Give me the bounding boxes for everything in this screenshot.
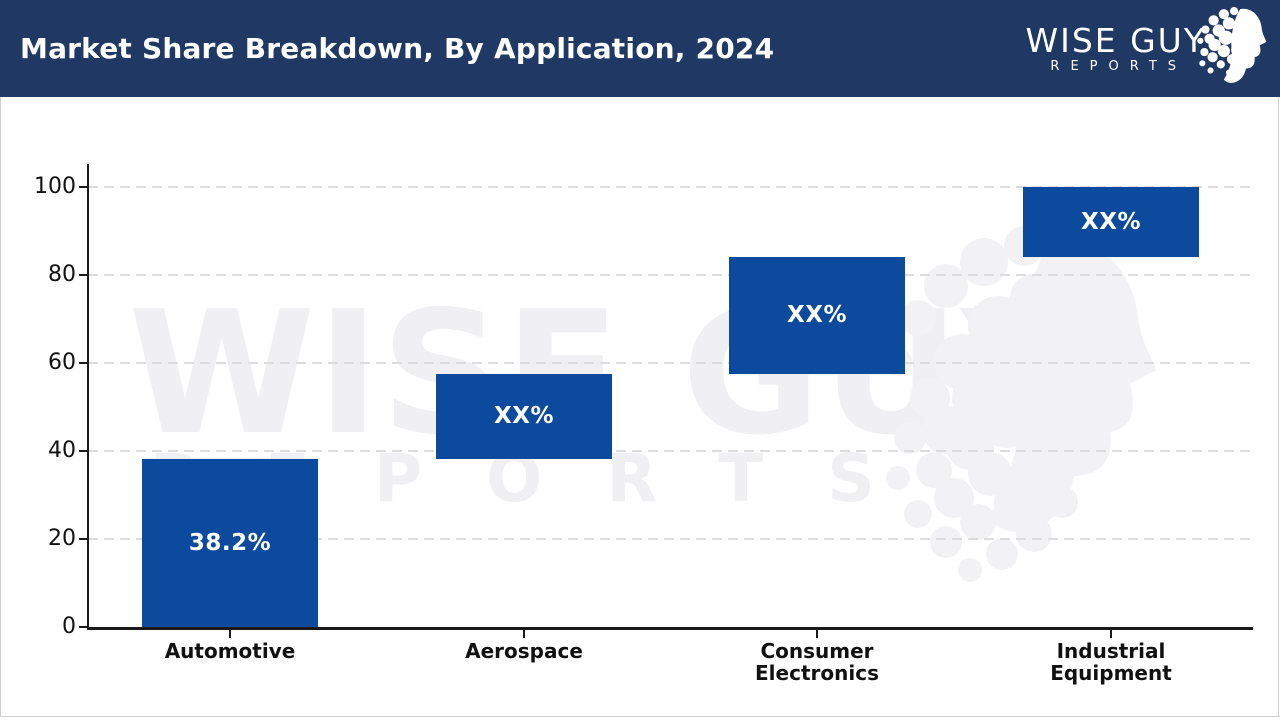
y-axis-tick-20 [79, 538, 87, 540]
y-axis-tick-80 [79, 274, 87, 276]
x-axis-tick-4 [1110, 630, 1112, 638]
y-axis-tick-0 [79, 626, 87, 628]
gridline-y-60 [88, 362, 1253, 364]
wiseguy-logo-line1: WISE GUY [1025, 21, 1206, 60]
y-axis-tick-label-40: 40 [48, 438, 76, 463]
x-axis-tick-1 [229, 630, 231, 638]
gridline-y-20 [88, 538, 1253, 540]
y-axis-tick-label-80: 80 [48, 262, 76, 287]
bar-value-label: 38.2% [188, 529, 272, 556]
wiseguy-logo-line2: REPORTS [1050, 59, 1188, 74]
bar-industrial-equipment: XX% [1023, 187, 1199, 257]
y-axis-tick-60 [79, 362, 87, 364]
y-axis-tick-label-0: 0 [62, 614, 76, 639]
x-axis-label-1: Automotive [164, 639, 296, 663]
gridline-y-80 [88, 274, 1253, 276]
bar-consumer-electronics: XX% [729, 256, 905, 374]
chart-title: Market Share Breakdown, By Application, … [20, 32, 775, 65]
wiseguy-head-icon [1197, 6, 1267, 83]
gridline-y-100 [88, 186, 1253, 188]
y-axis-spine [87, 164, 89, 629]
bar-value-label: XX% [786, 302, 847, 329]
bar-value-label: XX% [493, 403, 554, 430]
x-axis-label-2: Aerospace [465, 639, 583, 663]
page-border-right [1278, 97, 1279, 717]
y-axis-tick-40 [79, 450, 87, 452]
wiseguy-logo-text: WISE GUY REPORTS [1025, 24, 1206, 73]
page-border-left [0, 97, 1, 717]
bar-automotive: 38.2% [142, 458, 318, 627]
x-axis-tick-2 [523, 630, 525, 638]
y-axis-tick-label-60: 60 [48, 350, 76, 375]
bar-value-label: XX% [1080, 208, 1141, 235]
x-axis-tick-3 [816, 630, 818, 638]
bar-aerospace: XX% [436, 374, 612, 459]
y-axis-tick-label-20: 20 [48, 526, 76, 551]
y-axis-tick-label-100: 100 [34, 174, 76, 199]
y-axis-tick-100 [79, 186, 87, 188]
x-axis-label-4: Industrial Equipment [1050, 639, 1172, 685]
page-border-bottom [0, 716, 1280, 717]
watermark-head-icon [884, 226, 1156, 582]
header-bar: Market Share Breakdown, By Application, … [0, 0, 1280, 97]
x-axis-spine [87, 627, 1253, 630]
gridline-y-40 [88, 450, 1253, 452]
wiseguy-logo: WISE GUY REPORTS [1025, 6, 1280, 92]
x-axis-label-3: Consumer Electronics [755, 639, 879, 685]
